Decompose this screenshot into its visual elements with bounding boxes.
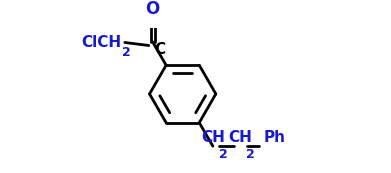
Text: C: C <box>154 43 165 57</box>
Text: ClCH: ClCH <box>81 35 121 50</box>
Text: Ph: Ph <box>263 130 285 145</box>
Text: CH: CH <box>228 130 252 145</box>
Text: 2: 2 <box>219 148 227 161</box>
Text: O: O <box>145 0 160 18</box>
Text: CH: CH <box>201 130 225 145</box>
Text: 2: 2 <box>122 46 131 59</box>
Text: 2: 2 <box>246 148 255 161</box>
